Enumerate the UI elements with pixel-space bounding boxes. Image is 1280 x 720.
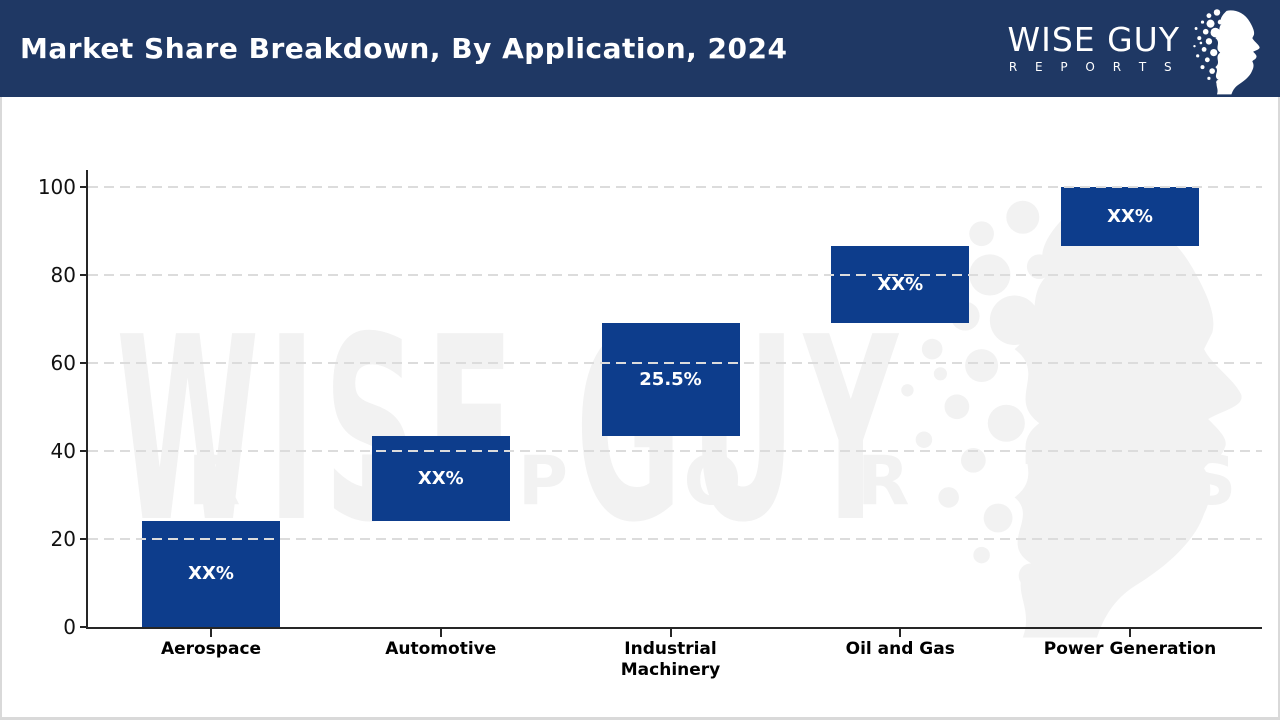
gridline-y-60	[88, 362, 1262, 364]
gridline-y-80	[88, 274, 1262, 276]
y-tick-mark-100	[80, 186, 88, 188]
logo-wordmark: WISE GUY	[1007, 20, 1180, 59]
bar-power-generation	[1061, 187, 1199, 247]
logo-text: WISE GUY R E P O R T S	[1007, 22, 1180, 76]
gridline-y-20	[88, 538, 1262, 540]
x-axis-label-power-generation: Power Generation	[1043, 639, 1217, 659]
y-tick-mark-60	[80, 362, 88, 364]
gridline-y-40	[88, 450, 1262, 452]
x-tick-power-generation	[1129, 629, 1131, 637]
bar-automotive	[371, 435, 510, 522]
x-tick-oil-and-gas	[899, 629, 902, 637]
y-tick-label-40: 40	[50, 439, 76, 463]
bar-label-automotive: XX%	[417, 467, 464, 489]
x-axis-label-oil-and-gas: Oil and Gas	[845, 639, 955, 659]
x-axis-line	[86, 627, 1262, 629]
y-tick-label-60: 60	[50, 351, 76, 375]
y-tick-label-0: 0	[63, 615, 76, 639]
x-axis-label-aerospace: Aerospace	[160, 639, 262, 659]
x-tick-aerospace	[210, 629, 212, 637]
x-tick-industrial-machinery	[669, 629, 672, 637]
gridline-y-100	[88, 186, 1262, 188]
bar-label-oil-and-gas: XX%	[877, 273, 924, 295]
bar-industrial-machinery	[601, 323, 740, 436]
y-axis-line	[86, 170, 88, 629]
dotted-face-profile-icon	[1182, 6, 1268, 96]
bar-label-industrial-machinery: 25.5%	[639, 368, 702, 390]
wiseguy-logo: WISE GUY R E P O R T S	[1007, 4, 1268, 96]
y-tick-label-20: 20	[50, 527, 76, 551]
bar-label-aerospace: XX%	[188, 563, 234, 585]
logo-subtitle: R E P O R T S	[1008, 60, 1179, 74]
x-tick-automotive	[439, 629, 442, 637]
y-tick-mark-0	[80, 626, 88, 628]
x-axis-label-automotive: Automotive	[385, 639, 497, 659]
header-band: Market Share Breakdown, By Application, …	[0, 0, 1280, 97]
page-title: Market Share Breakdown, By Application, …	[20, 32, 788, 65]
y-tick-mark-80	[80, 274, 88, 276]
y-tick-label-80: 80	[50, 263, 76, 287]
y-tick-mark-20	[80, 538, 88, 540]
bar-label-power-generation: XX%	[1107, 205, 1153, 227]
bar-oil-and-gas	[831, 246, 970, 324]
y-tick-label-100: 100	[37, 175, 76, 199]
x-axis-label-industrial-machinery: Industrial Machinery	[620, 639, 721, 680]
y-tick-mark-40	[80, 450, 88, 452]
